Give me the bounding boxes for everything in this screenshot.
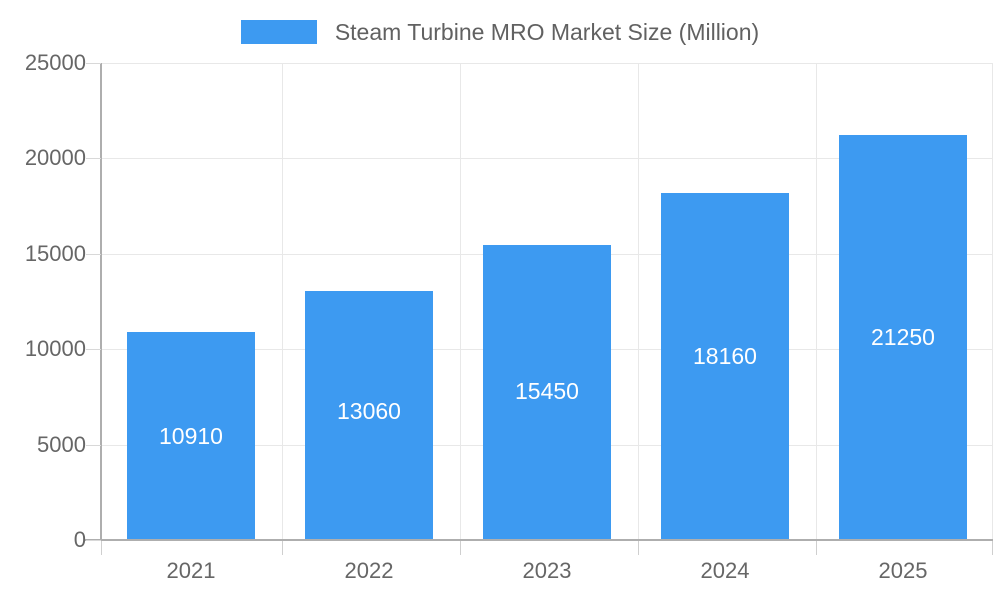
bar-2022[interactable] bbox=[305, 291, 433, 540]
plot-area: 10910 13060 15450 18160 21250 bbox=[101, 63, 993, 541]
legend-item-label: Steam Turbine MRO Market Size (Million) bbox=[334, 18, 760, 45]
y-tick-label-15000: 15000 bbox=[24, 241, 86, 266]
y-tick-mark-20000 bbox=[86, 158, 101, 159]
x-tick-label-2024: 2024 bbox=[700, 558, 750, 583]
x-tick-mark-5 bbox=[992, 541, 993, 555]
y-tick-label-25000: 25000 bbox=[24, 50, 86, 75]
y-axis-line bbox=[100, 63, 102, 541]
gridline-vertical-1 bbox=[282, 63, 283, 540]
x-tick-mark-0 bbox=[101, 541, 102, 555]
y-tick-mark-25000 bbox=[86, 63, 101, 64]
y-tick-label-0: 0 bbox=[73, 527, 86, 552]
x-tick-mark-3 bbox=[638, 541, 639, 555]
gridline-horizontal-20000 bbox=[101, 158, 993, 159]
bar-2025[interactable] bbox=[839, 135, 967, 540]
y-axis-ticks: 25000 20000 15000 10000 5000 0 bbox=[0, 0, 86, 600]
x-axis-line bbox=[85, 539, 993, 541]
y-tick-mark-0 bbox=[86, 540, 101, 541]
x-tick-label-2022: 2022 bbox=[344, 558, 394, 583]
y-tick-mark-5000 bbox=[86, 445, 101, 446]
gridline-vertical-2 bbox=[460, 63, 461, 540]
legend-item-steam-turbine-mro[interactable]: Steam Turbine MRO Market Size (Million) bbox=[240, 18, 760, 45]
y-tick-label-5000: 5000 bbox=[37, 432, 86, 457]
x-tick-label-2023: 2023 bbox=[522, 558, 572, 583]
gridline-vertical-3 bbox=[638, 63, 639, 540]
chart-legend: Steam Turbine MRO Market Size (Million) bbox=[0, 14, 1000, 50]
bar-2023[interactable] bbox=[483, 245, 611, 540]
x-tick-mark-1 bbox=[282, 541, 283, 555]
legend-color-swatch-icon[interactable] bbox=[240, 20, 317, 44]
bar-2021[interactable] bbox=[127, 332, 255, 540]
y-tick-label-20000: 20000 bbox=[24, 145, 86, 170]
x-tick-mark-2 bbox=[460, 541, 461, 555]
y-tick-mark-10000 bbox=[86, 349, 101, 350]
gridline-vertical-4 bbox=[816, 63, 817, 540]
x-tick-label-2025: 2025 bbox=[878, 558, 928, 583]
bar-2024[interactable] bbox=[661, 193, 789, 540]
x-tick-mark-4 bbox=[816, 541, 817, 555]
gridline-vertical-5 bbox=[992, 63, 993, 540]
y-tick-label-10000: 10000 bbox=[24, 336, 86, 361]
gridline-horizontal-25000 bbox=[101, 63, 993, 64]
y-tick-mark-15000 bbox=[86, 254, 101, 255]
x-tick-label-2021: 2021 bbox=[166, 558, 216, 583]
